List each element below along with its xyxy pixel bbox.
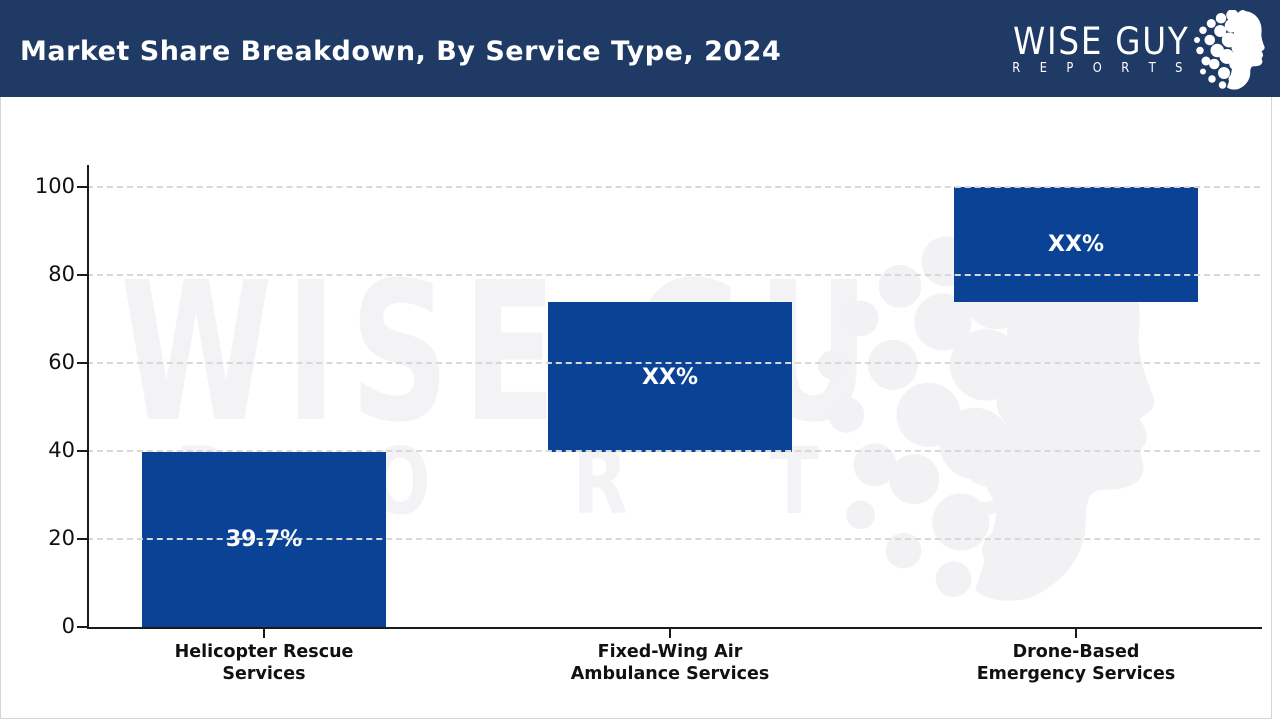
logo-wiseguy-label: WISE GUY — [1012, 20, 1190, 63]
y-axis-tick-mark — [77, 538, 87, 540]
x-axis-tick-mark — [263, 629, 265, 638]
wise-guy-reports-logo: WISE GUY R E P O R T S — [1012, 6, 1268, 94]
y-axis-line — [87, 165, 89, 629]
bar-segment: XX% — [954, 187, 1198, 303]
y-axis-tick-label: 0 — [61, 614, 75, 638]
category-label-line: Emergency Services — [976, 664, 1176, 684]
gridline — [87, 274, 1260, 276]
logo-text: WISE GUY R E P O R T S — [1011, 20, 1190, 76]
x-axis-tick-mark — [1075, 629, 1077, 638]
y-axis-tick-mark — [77, 626, 87, 628]
category-label: Drone-Based Emergency Services — [906, 641, 1246, 685]
bar-value-label: XX% — [1048, 232, 1104, 258]
bar-value-label: XX% — [642, 364, 698, 390]
gridline — [87, 538, 1260, 540]
gridline — [87, 186, 1260, 188]
gridline — [87, 450, 1260, 452]
logo-reports-label: R E P O R T S — [1011, 61, 1190, 76]
header-bar: Market Share Breakdown, By Service Type,… — [0, 0, 1280, 97]
y-axis-tick-label: 80 — [48, 262, 75, 286]
page-title: Market Share Breakdown, By Service Type,… — [20, 36, 782, 67]
y-axis-tick-label: 100 — [34, 174, 75, 198]
category-label-line: Services — [222, 664, 306, 684]
x-axis-tick-mark — [669, 629, 671, 638]
category-label-line: Ambulance Services — [570, 664, 770, 684]
y-axis-tick-mark — [77, 362, 87, 364]
y-axis-tick-label: 60 — [48, 350, 75, 374]
bar-segment: XX% — [548, 302, 792, 453]
y-axis-tick-mark — [77, 450, 87, 452]
y-axis-tick-label: 40 — [48, 438, 75, 462]
category-label: Fixed-Wing Air Ambulance Services — [500, 641, 840, 685]
x-axis-line — [87, 627, 1262, 629]
category-label-line: Fixed-Wing Air — [597, 642, 743, 662]
y-axis-tick-mark — [77, 186, 87, 188]
category-label-line: Helicopter Rescue — [174, 642, 354, 662]
y-axis-tick-label: 20 — [48, 526, 75, 550]
category-label-line: Drone-Based — [1012, 642, 1140, 662]
category-label: Helicopter Rescue Services — [94, 641, 434, 685]
y-axis-tick-mark — [77, 274, 87, 276]
gridline — [87, 362, 1260, 364]
logo-face-icon — [1194, 10, 1265, 90]
